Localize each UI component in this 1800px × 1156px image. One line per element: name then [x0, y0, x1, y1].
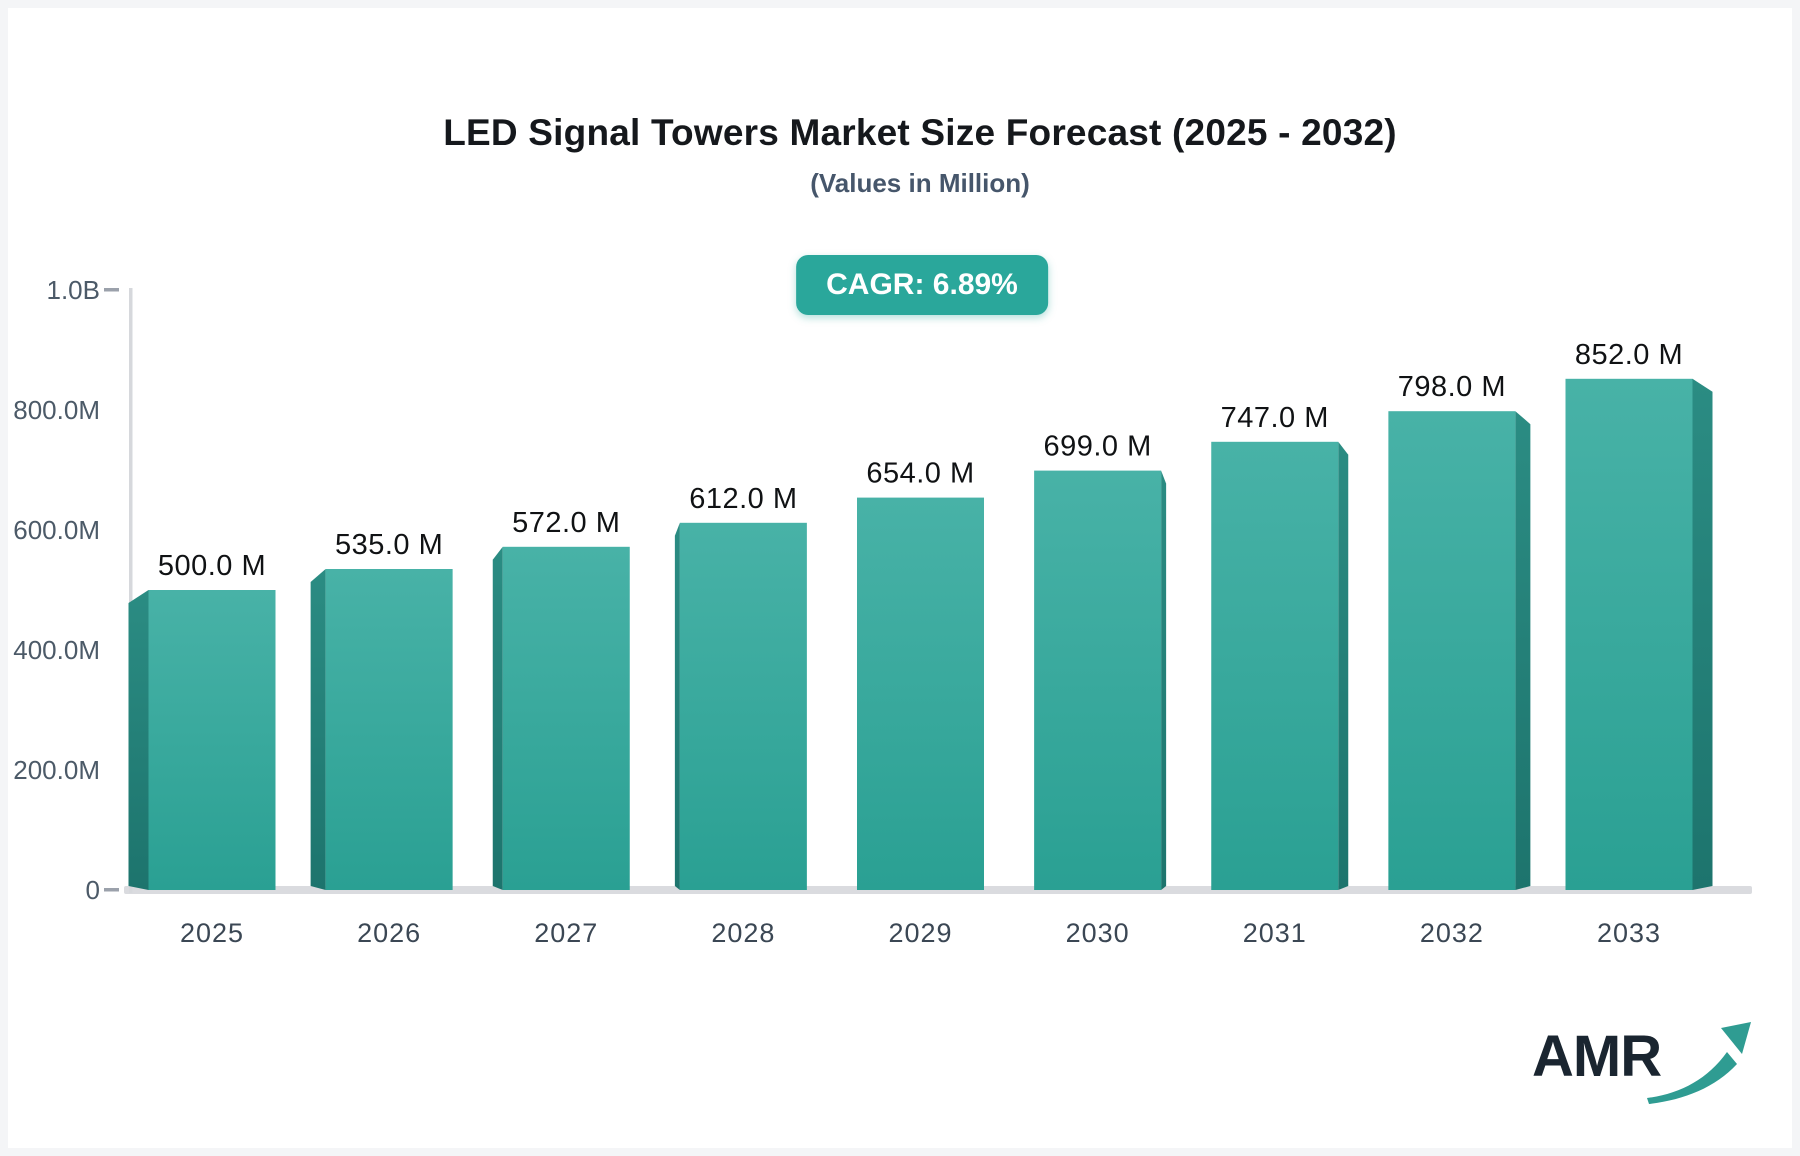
x-tick-label: 2033 — [1597, 918, 1661, 948]
bar-side-2028 — [674, 522, 680, 890]
bar-2025[interactable] — [148, 590, 276, 890]
x-tick-label: 2029 — [888, 918, 952, 948]
x-tick-label: 2032 — [1420, 918, 1484, 948]
amr-logo: AMR — [1532, 1022, 1753, 1106]
bar-value-label: 612.0 M — [689, 483, 797, 515]
amr-logo-text: AMR — [1532, 1024, 1662, 1089]
bar-value-label: 747.0 M — [1221, 402, 1329, 434]
y-tick-dash — [104, 288, 119, 292]
bar-2033[interactable] — [1565, 378, 1693, 890]
bar-2030[interactable] — [1034, 470, 1162, 890]
bar-side-2027 — [492, 546, 503, 890]
y-tick-label: 400.0M — [13, 635, 100, 665]
growth-arrow-icon — [1647, 1022, 1752, 1104]
bar-2031[interactable] — [1211, 441, 1339, 890]
cagr-badge: CAGR: 6.89% — [796, 255, 1048, 315]
x-tick-label: 2027 — [534, 918, 598, 948]
y-tick-label: 200.0M — [13, 755, 100, 785]
bar-side-2032 — [1515, 411, 1531, 890]
y-tick-label: 800.0M — [13, 395, 100, 425]
bar-side-2026 — [310, 569, 326, 890]
bar-value-label: 852.0 M — [1575, 339, 1683, 371]
x-tick-label: 2030 — [1066, 918, 1130, 948]
bar-value-label: 535.0 M — [335, 529, 443, 561]
bar-value-label: 654.0 M — [866, 458, 974, 490]
chart-subtitle: (Values in Million) — [810, 168, 1030, 198]
bar-value-label: 500.0 M — [158, 550, 266, 582]
bar-side-2033 — [1692, 378, 1713, 890]
bar-2027[interactable] — [502, 546, 630, 890]
bar-value-label: 572.0 M — [512, 507, 620, 539]
bar-2029[interactable] — [857, 497, 984, 890]
bar-2032[interactable] — [1388, 411, 1516, 890]
bar-2026[interactable] — [325, 569, 453, 890]
y-tick-label: 0 — [86, 875, 100, 905]
y-tick-dash — [104, 888, 119, 892]
x-tick-label: 2028 — [711, 918, 775, 948]
bar-value-label: 798.0 M — [1398, 371, 1506, 403]
x-tick-label: 2031 — [1243, 918, 1307, 948]
bar-value-label: 699.0 M — [1043, 431, 1151, 463]
bar-2028[interactable] — [679, 522, 807, 890]
bar-side-2025 — [128, 590, 149, 890]
y-tick-label: 600.0M — [13, 515, 100, 545]
y-tick-label: 1.0B — [47, 275, 101, 305]
bar-side-2031 — [1338, 441, 1349, 890]
y-axis-line — [129, 288, 133, 893]
chart-title: LED Signal Towers Market Size Forecast (… — [443, 112, 1397, 153]
bar-side-2030 — [1161, 470, 1167, 890]
x-tick-label: 2025 — [180, 918, 244, 948]
x-tick-label: 2026 — [357, 918, 421, 948]
